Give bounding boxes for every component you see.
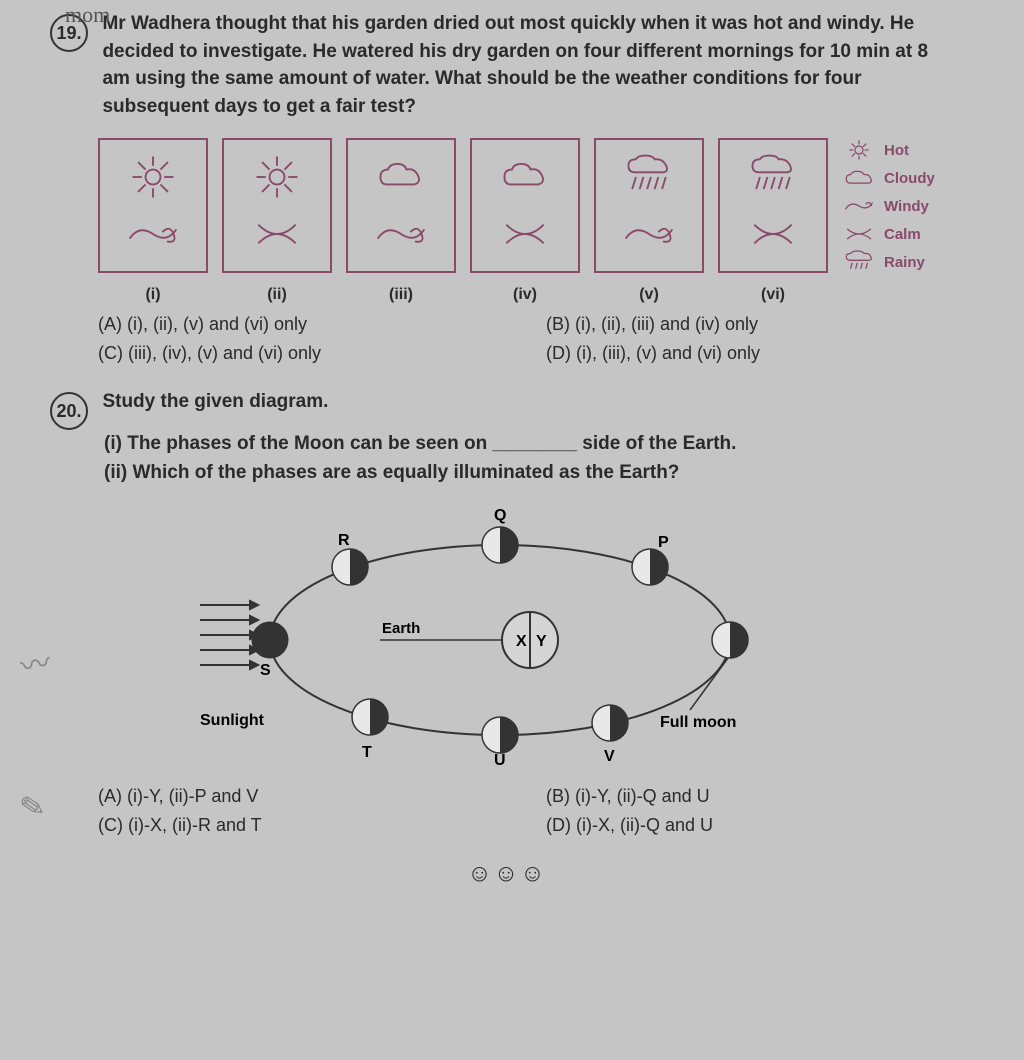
windy-icon [621, 206, 677, 262]
weather-box-6 [718, 138, 828, 273]
legend-hot: Hot [884, 142, 909, 159]
calm-icon [842, 222, 876, 246]
handwritten-note: mom [65, 2, 110, 28]
smiley-row: ☺☺☺ [50, 860, 964, 888]
weather-labels: (i) (ii) (iii) (iv) (v) (vi) [98, 286, 964, 304]
legend-windy: Windy [884, 198, 929, 215]
q20-sub-i: (i) The phases of the Moon can be seen o… [104, 430, 964, 459]
weather-legend: Hot Cloudy Windy Calm Rainy [842, 138, 962, 274]
moon-u: U [482, 717, 518, 765]
sun-icon [249, 149, 305, 205]
svg-text:V: V [604, 748, 615, 765]
cloud-icon [842, 166, 876, 190]
q20-number: 20. [50, 392, 88, 430]
legend-rainy: Rainy [884, 254, 925, 271]
question-19: 19. Mr Wadhera thought that his garden d… [50, 10, 964, 364]
cloud-icon [497, 149, 553, 205]
q20-option-d: (D) (i)-X, (ii)-Q and U [546, 815, 964, 836]
moon-t: T [352, 699, 388, 761]
label-v: (v) [594, 286, 704, 304]
earth-label: Earth [382, 620, 420, 637]
legend-cloudy: Cloudy [884, 170, 935, 187]
sunlight-label: Sunlight [200, 712, 265, 729]
sun-icon [125, 149, 181, 205]
moon-q: Q [482, 507, 518, 563]
moon-diagram: X Y Earth Sunlight S R Q P [160, 505, 964, 770]
svg-text:R: R [338, 532, 350, 549]
weather-boxes: Hot Cloudy Windy Calm Rainy [98, 138, 964, 274]
q20-title: Study the given diagram. [102, 388, 952, 416]
windy-icon [125, 206, 181, 262]
fullmoon-label: Full moon [660, 714, 736, 731]
q19-option-a: (A) (i), (ii), (v) and (vi) only [98, 314, 516, 335]
weather-box-1 [98, 138, 208, 273]
q20-option-b: (B) (i)-Y, (ii)-Q and U [546, 786, 964, 807]
svg-text:Q: Q [494, 507, 506, 524]
label-ii: (ii) [222, 286, 332, 304]
calm-icon [249, 206, 305, 262]
question-20: 20. Study the given diagram. (i) The pha… [50, 388, 964, 836]
scribble-1: 〰 [16, 638, 53, 687]
svg-text:S: S [260, 662, 271, 679]
svg-text:U: U [494, 752, 506, 765]
earth-y-label: Y [536, 633, 547, 650]
moon-p: P [632, 534, 669, 585]
label-iv: (iv) [470, 286, 580, 304]
legend-calm: Calm [884, 226, 921, 243]
sun-icon [842, 138, 876, 162]
scribble-2: ✎ [17, 788, 48, 827]
q19-text: Mr Wadhera thought that his garden dried… [102, 10, 952, 120]
weather-box-5 [594, 138, 704, 273]
q20-option-c: (C) (i)-X, (ii)-R and T [98, 815, 516, 836]
svg-text:T: T [362, 744, 372, 761]
label-i: (i) [98, 286, 208, 304]
q20-option-a: (A) (i)-Y, (ii)-P and V [98, 786, 516, 807]
weather-box-3 [346, 138, 456, 273]
q19-options: (A) (i), (ii), (v) and (vi) only (B) (i)… [98, 314, 964, 364]
moon-r: R [332, 532, 368, 585]
rain-icon [621, 149, 677, 205]
weather-box-4 [470, 138, 580, 273]
moon-full [712, 622, 748, 658]
svg-text:P: P [658, 534, 669, 551]
moon-v: V [592, 705, 628, 765]
rain-icon [842, 250, 876, 274]
q19-option-c: (C) (iii), (iv), (v) and (vi) only [98, 343, 516, 364]
label-iii: (iii) [346, 286, 456, 304]
calm-icon [497, 206, 553, 262]
cloud-icon [373, 149, 429, 205]
q20-sub-ii: (ii) Which of the phases are as equally … [104, 459, 964, 488]
calm-icon [745, 206, 801, 262]
windy-icon [842, 194, 876, 218]
earth-x-label: X [516, 633, 527, 650]
q19-option-b: (B) (i), (ii), (iii) and (iv) only [546, 314, 964, 335]
windy-icon [373, 206, 429, 262]
rain-icon [745, 149, 801, 205]
weather-box-2 [222, 138, 332, 273]
q20-options: (A) (i)-Y, (ii)-P and V (B) (i)-Y, (ii)-… [98, 786, 964, 836]
q19-option-d: (D) (i), (iii), (v) and (vi) only [546, 343, 964, 364]
label-vi: (vi) [718, 286, 828, 304]
